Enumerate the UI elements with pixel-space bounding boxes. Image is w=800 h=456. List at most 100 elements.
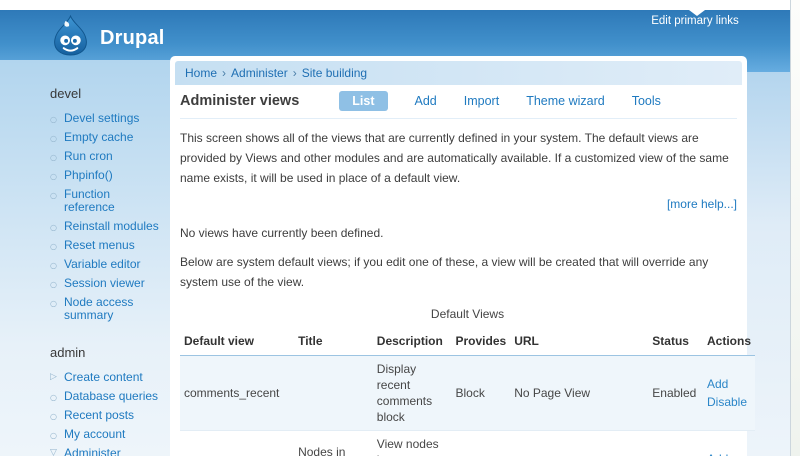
sidebar-section-devel: devel ○ Devel settings ○ Empty cache ○ Run cro… [50, 86, 164, 322]
sidebar-menu-item: ○ Session viewer [50, 277, 164, 290]
table-header-row: Default view Title Description Provides URL S… [180, 330, 755, 356]
edit-primary-links-link[interactable]: Edit primary links [651, 15, 739, 27]
cell-title [294, 355, 373, 431]
sidebar-item-run-cron[interactable]: Run cron [64, 149, 113, 163]
sidebar-menu-item: ○ Recent posts [50, 409, 164, 422]
sidebar-menu-item: ○ Variable editor [50, 258, 164, 271]
circle-bullet-icon: ○ [50, 153, 57, 162]
sidebar-item-create-content[interactable]: Create content [64, 370, 143, 384]
breadcrumb-link-administer[interactable]: Administer [231, 66, 288, 80]
cell-title: Nodes in node_access table [294, 430, 373, 456]
circle-bullet-icon: ○ [50, 280, 57, 289]
tab-import[interactable]: Import [463, 94, 500, 108]
sidebar-section-title: admin [50, 345, 86, 360]
tab-add[interactable]: Add [414, 94, 437, 108]
collapsed-arrow-icon: ▷ [50, 372, 57, 382]
cell-url: devel/node_access/view [510, 430, 649, 456]
site-branding: Drupal [52, 14, 165, 61]
expanded-arrow-icon: ▽ [50, 448, 57, 456]
sidebar-item-variable-editor[interactable]: Variable editor [64, 257, 141, 271]
sidebar-section-admin: admin ▷ Create content ○ Database queries ○ Re… [50, 345, 164, 456]
sidebar-item-database-queries[interactable]: Database queries [64, 389, 159, 403]
breadcrumb-link-site-building[interactable]: Site building [301, 66, 368, 80]
circle-bullet-icon: ○ [50, 172, 57, 181]
sidebar-menu-item: ○ Devel settings [50, 112, 164, 125]
cell-provides: Page [451, 430, 511, 456]
sidebar-menu-item: ○ Reset menus [50, 239, 164, 252]
intro-text: This screen shows all of the views that … [180, 131, 729, 185]
sidebar-item-recent-posts[interactable]: Recent posts [64, 408, 135, 422]
site-name: Drupal [100, 26, 165, 49]
circle-bullet-icon: ○ [50, 299, 57, 308]
content-body: This screen shows all of the views that … [170, 128, 755, 456]
sidebar-menu-item: ○ My account [50, 428, 164, 441]
scrollbar-track[interactable] [790, 0, 800, 456]
breadcrumb-separator: › [222, 66, 227, 80]
column-header-status: Status [648, 330, 703, 356]
title-row: Administer views List Add Import Theme wiza… [180, 91, 737, 119]
cell-status: Enabled [648, 355, 703, 431]
sidebar-menu-item: ▽Administer▷Content management▽Site buil… [50, 447, 164, 456]
sidebar-menu: ▷ Create content ○ Database queries ○ Recent … [50, 371, 164, 456]
sidebar-menu-item: ○ Function reference [50, 188, 164, 214]
sidebar-item-session-viewer[interactable]: Session viewer [64, 276, 145, 290]
cell-description: View nodes in node_access table [372, 430, 452, 456]
sidebar-item-empty-cache[interactable]: Empty cache [64, 130, 134, 144]
sidebar-navigation: devel ○ Devel settings ○ Empty cache ○ Run cro… [0, 72, 170, 456]
tab-tools[interactable]: Tools [631, 94, 661, 108]
sidebar-menu: ○ Devel settings ○ Empty cache ○ Run cron ○ Php… [50, 112, 164, 322]
sidebar-item-my-account[interactable]: My account [64, 427, 126, 441]
circle-bullet-icon: ○ [50, 115, 57, 124]
tab-theme-wizard[interactable]: Theme wizard [526, 94, 605, 108]
sidebar-menu-item: ▷ Create content [50, 371, 164, 384]
sidebar-menu-item: ○ Reinstall modules [50, 220, 164, 233]
cell-default-view: comments_recent [180, 355, 295, 431]
action-link-add[interactable]: Add [706, 377, 729, 391]
sidebar-item-administer[interactable]: Administer [64, 446, 121, 456]
action-link-add[interactable]: Add [707, 450, 751, 456]
system-views-note: Below are system default views; if you e… [180, 255, 709, 289]
sidebar-menu-item: ○ Run cron [50, 150, 164, 163]
breadcrumb-link-home[interactable]: Home [185, 66, 218, 80]
content-panel: Home › Administer › Site building Administer… [170, 56, 755, 456]
tab-list[interactable]: List [339, 91, 388, 111]
sidebar-menu-item: ○ Database queries [50, 390, 164, 403]
breadcrumb: Home › Administer › Site building [175, 61, 742, 85]
cell-status: Enabled [648, 430, 703, 456]
breadcrumb-separator: › [292, 66, 297, 80]
sidebar-item-phpinfo[interactable]: Phpinfo() [64, 168, 113, 182]
column-header-description: Description [372, 330, 452, 356]
default-views-table: Default Views Default view Title Descripti… [180, 301, 755, 456]
sidebar-item-devel-settings[interactable]: Devel settings [64, 111, 140, 125]
table-row: comments_recent Display recent comments b… [180, 355, 755, 431]
sidebar-menu-item: ○ Empty cache [50, 131, 164, 144]
column-header-default-view: Default view [180, 330, 295, 356]
cell-default-view: devel_node_access [180, 430, 295, 456]
circle-bullet-icon: ○ [50, 393, 57, 402]
cell-url: No Page View [510, 355, 649, 431]
drupal-logo-icon [52, 14, 89, 61]
sidebar-menu-item: ○ Phpinfo() [50, 169, 164, 182]
local-tasks-tabs: List Add Import Theme wizard Tools [339, 91, 661, 111]
cell-description: Display recent comments block [372, 355, 452, 431]
no-views-text: No views have currently been defined. [180, 226, 384, 240]
sidebar-menu-item: ○ Node access summary [50, 296, 164, 322]
column-header-url: URL [510, 330, 649, 356]
sidebar-item-node-access-summary[interactable]: Node access summary [64, 295, 134, 322]
sidebar-section-title: devel [50, 86, 82, 101]
sidebar-item-reset-menus[interactable]: Reset menus [64, 238, 135, 252]
action-link-disable[interactable]: Disable [706, 395, 748, 409]
more-help-link[interactable]: [more help...] [666, 197, 737, 211]
url-text: No Page View [514, 386, 591, 400]
top-white-strip [0, 0, 800, 10]
column-header-title: Title [294, 330, 373, 356]
sidebar-item-reinstall-modules[interactable]: Reinstall modules [64, 219, 159, 233]
circle-bullet-icon: ○ [50, 431, 57, 440]
circle-bullet-icon: ○ [50, 261, 57, 270]
table-caption: Default Views [430, 307, 505, 321]
cell-actions: Add Disable [702, 355, 755, 431]
sidebar-item-function-reference[interactable]: Function reference [64, 187, 115, 214]
column-header-actions: Actions [702, 330, 755, 356]
